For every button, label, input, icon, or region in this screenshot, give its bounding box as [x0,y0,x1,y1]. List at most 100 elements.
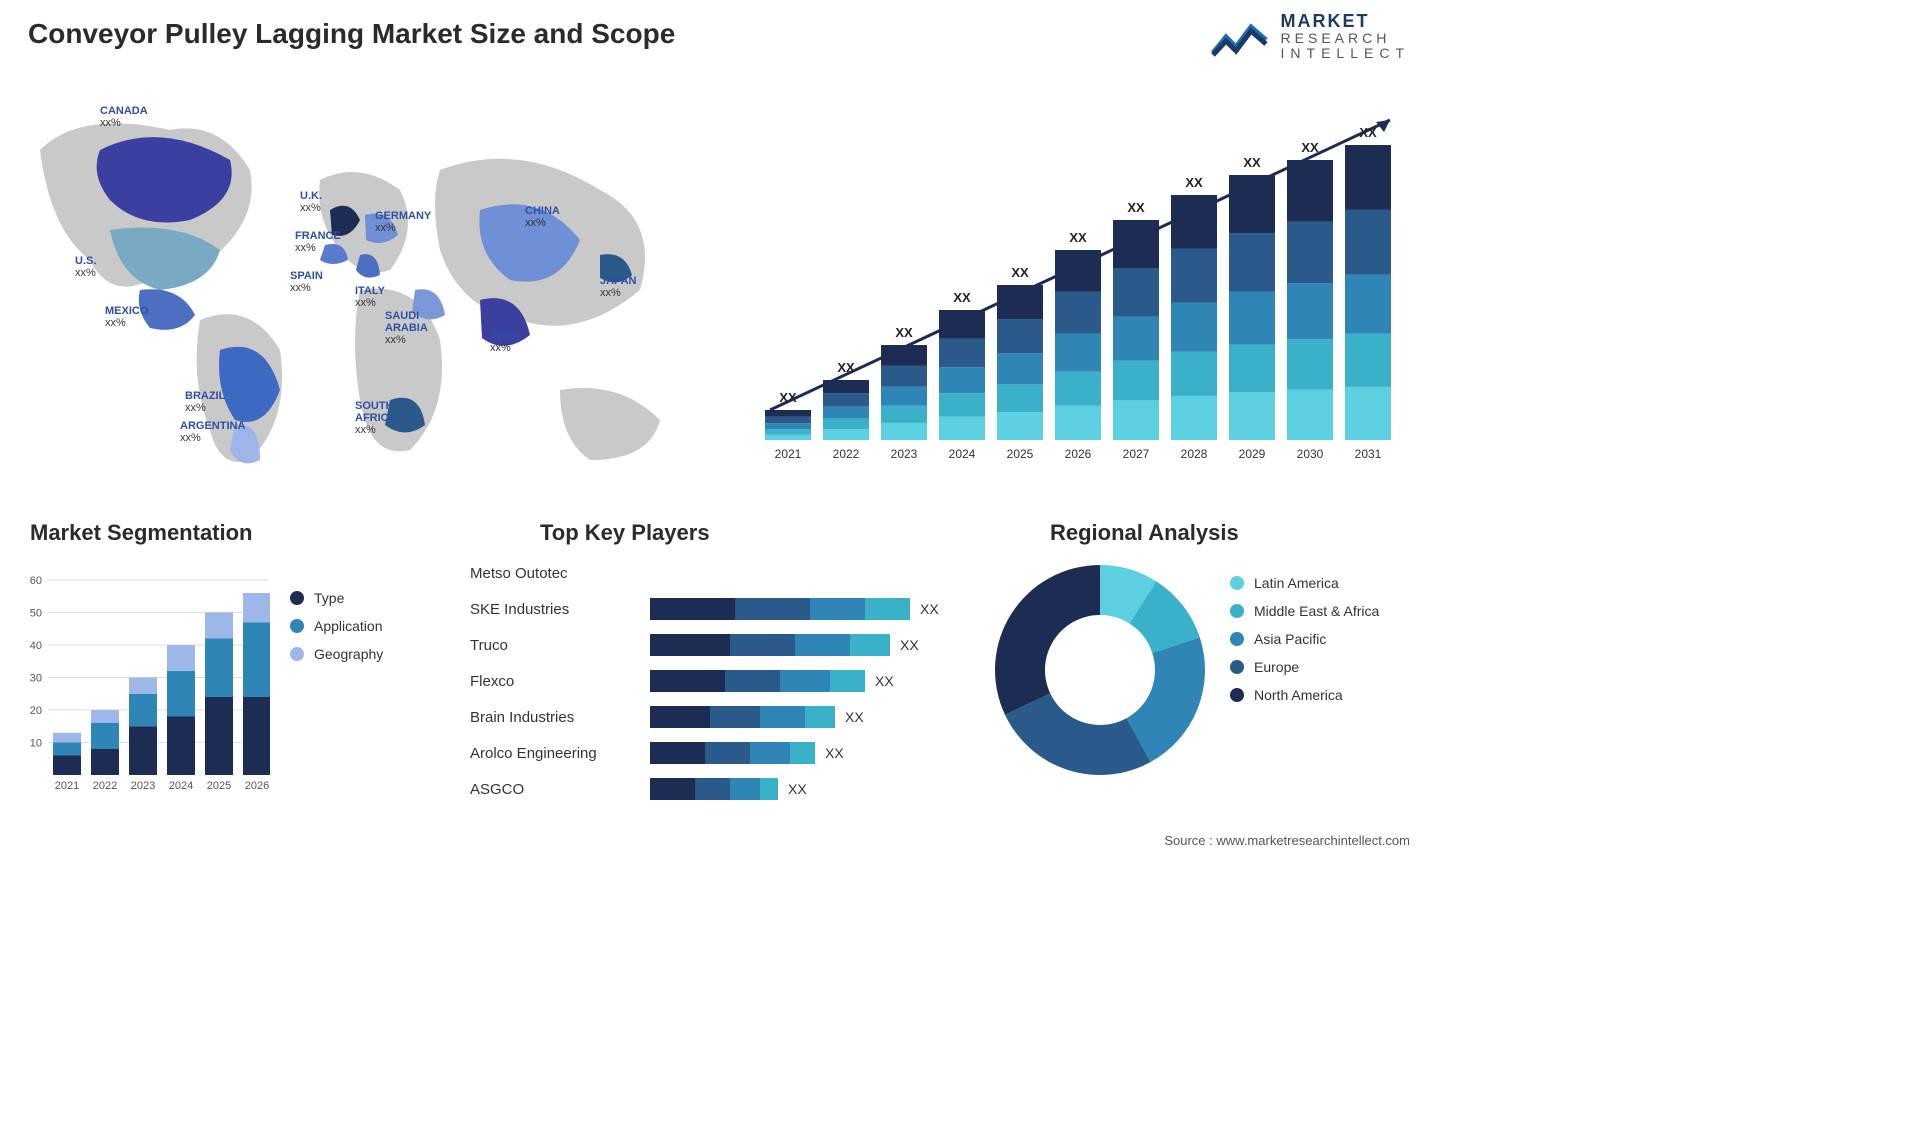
player-bar [650,778,778,800]
svg-text:2026: 2026 [245,780,269,792]
country-label: U.K.xx% [300,190,322,214]
player-bar [650,670,865,692]
country-label: GERMANYxx% [375,210,431,234]
legend-item: Latin America [1230,575,1379,591]
svg-text:XX: XX [779,390,797,405]
svg-text:10: 10 [30,738,42,750]
legend-item: North America [1230,687,1379,703]
svg-text:XX: XX [1127,200,1145,215]
svg-text:XX: XX [953,290,971,305]
svg-text:XX: XX [1243,155,1261,170]
svg-text:20: 20 [30,705,42,717]
svg-text:XX: XX [837,360,855,375]
segmentation-legend: Type Application Geography [290,590,383,674]
svg-text:2030: 2030 [1297,447,1324,461]
svg-text:30: 30 [30,673,42,685]
svg-text:2023: 2023 [131,780,155,792]
player-name: Flexco [470,673,650,690]
legend-item: Type [290,590,383,606]
market-growth-chart: XX 2021 XX 2022 XX 2023 XX 2024 XX 2025 XX 2026 XX 20… [750,100,1410,470]
country-label: SOUTHAFRICAxx% [355,400,397,436]
country-label: ITALYxx% [355,285,385,309]
segmentation-chart: 10 20 30 40 50 60 2021 2022 2023 2024 2025 2026 [20,560,270,800]
svg-text:2027: 2027 [1123,447,1150,461]
country-label: SAUDIARABIAxx% [385,310,428,346]
svg-text:50: 50 [30,608,42,620]
country-label: SPAINxx% [290,270,323,294]
segmentation-heading: Market Segmentation [30,520,253,546]
player-row: Truco XX [470,630,970,660]
player-row: Metso Outotec [470,558,970,588]
svg-text:2029: 2029 [1239,447,1266,461]
player-bar [650,598,910,620]
svg-text:2021: 2021 [55,780,79,792]
player-name: SKE Industries [470,601,650,618]
country-label: INDIAxx% [490,330,520,354]
player-name: Truco [470,637,650,654]
regional-heading: Regional Analysis [1050,520,1239,546]
player-row: Brain Industries XX [470,702,970,732]
svg-text:2026: 2026 [1065,447,1092,461]
svg-text:2024: 2024 [949,447,976,461]
svg-text:2024: 2024 [169,780,193,792]
svg-text:XX: XX [1359,125,1377,140]
key-players-list: Metso OutotecSKE IndustriesXXTrucoXXFlex… [470,558,970,810]
player-bar [650,634,890,656]
country-label: JAPANxx% [600,275,636,299]
svg-text:XX: XX [1011,265,1029,280]
legend-item: Application [290,618,383,634]
country-label: CHINAxx% [525,205,560,229]
brand-logo: MARKET RESEARCH INTELLECT [1211,12,1410,60]
logo-line2: RESEARCH [1281,31,1410,46]
player-bar [650,742,815,764]
player-row: Flexco XX [470,666,970,696]
player-value: XX [788,781,807,797]
svg-text:XX: XX [1069,230,1087,245]
player-row: Arolco Engineering XX [470,738,970,768]
player-name: Metso Outotec [470,565,650,582]
regional-donut-chart [990,560,1210,780]
player-row: SKE Industries XX [470,594,970,624]
player-bar [650,706,835,728]
country-label: MEXICOxx% [105,305,148,329]
svg-text:2022: 2022 [93,780,117,792]
player-value: XX [900,637,919,653]
source-text: Source : www.marketresearchintellect.com [1164,833,1410,848]
svg-text:XX: XX [1185,175,1203,190]
svg-text:2031: 2031 [1355,447,1382,461]
player-name: Brain Industries [470,709,650,726]
svg-text:XX: XX [1301,140,1319,155]
player-value: XX [875,673,894,689]
logo-mark-icon [1211,15,1271,57]
country-label: BRAZILxx% [185,390,225,414]
player-name: Arolco Engineering [470,745,650,762]
country-label: ARGENTINAxx% [180,420,245,444]
world-map: CANADAxx% U.S.xx% MEXICOxx% BRAZILxx% ARGENT… [20,90,700,490]
regional-legend: Latin America Middle East & Africa Asia Pa… [1230,575,1379,715]
player-name: ASGCO [470,781,650,798]
key-players-heading: Top Key Players [540,520,710,546]
svg-text:2023: 2023 [891,447,918,461]
legend-item: Middle East & Africa [1230,603,1379,619]
legend-item: Europe [1230,659,1379,675]
country-label: CANADAxx% [100,105,148,129]
logo-line3: INTELLECT [1281,46,1410,61]
svg-text:XX: XX [895,325,913,340]
svg-text:2025: 2025 [207,780,231,792]
svg-text:2025: 2025 [1007,447,1034,461]
player-value: XX [920,601,939,617]
country-label: FRANCExx% [295,230,341,254]
country-label: U.S.xx% [75,255,96,279]
svg-text:2022: 2022 [833,447,860,461]
svg-text:60: 60 [30,575,42,587]
player-value: XX [825,745,844,761]
legend-item: Geography [290,646,383,662]
svg-text:40: 40 [30,640,42,652]
svg-text:2028: 2028 [1181,447,1208,461]
legend-item: Asia Pacific [1230,631,1379,647]
logo-line1: MARKET [1281,12,1410,31]
page-title: Conveyor Pulley Lagging Market Size and … [28,18,675,50]
player-row: ASGCO XX [470,774,970,804]
svg-text:2021: 2021 [775,447,802,461]
player-value: XX [845,709,864,725]
